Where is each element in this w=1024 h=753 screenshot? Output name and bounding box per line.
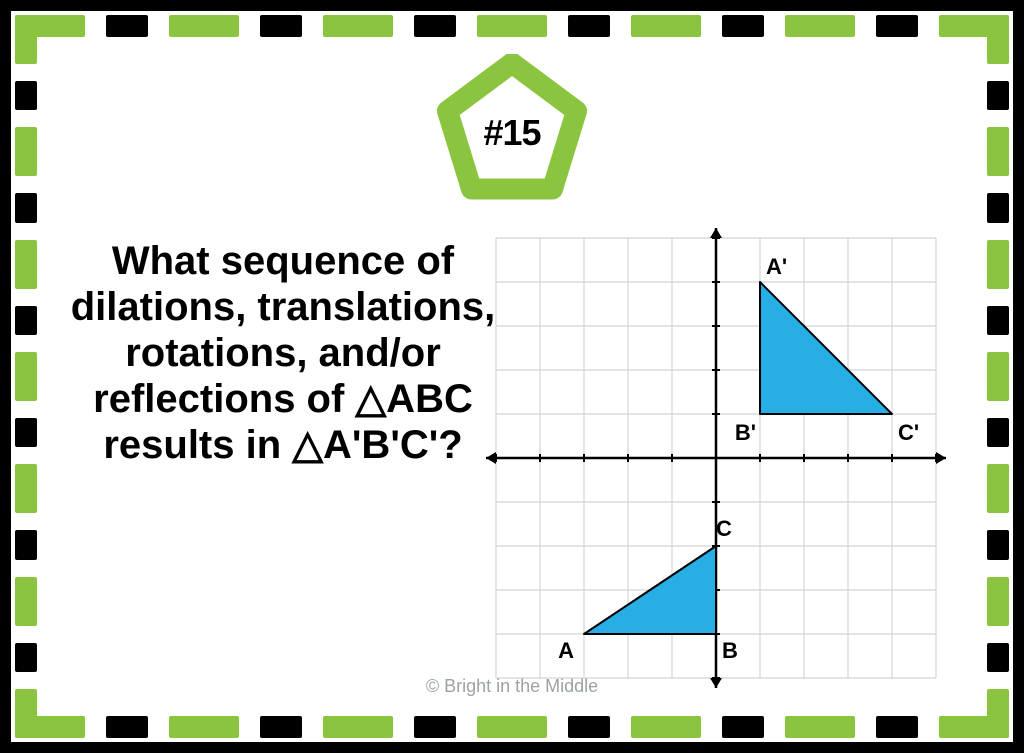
svg-text:B': B' — [735, 420, 756, 445]
question-number-badge: #15 — [437, 54, 587, 204]
svg-text:B: B — [722, 638, 738, 663]
svg-text:C': C' — [898, 420, 919, 445]
coordinate-graph: A B C A' B' C' — [496, 238, 936, 678]
card-content: #15 What sequence of dilations, translat… — [48, 48, 976, 705]
svg-text:A: A — [558, 638, 574, 663]
svg-text:A': A' — [766, 254, 787, 279]
question-text: What sequence of dilations, translations… — [68, 238, 498, 468]
copyright-credit: © Bright in the Middle — [426, 676, 598, 697]
svg-text:C: C — [716, 516, 732, 541]
question-number: #15 — [483, 112, 540, 154]
